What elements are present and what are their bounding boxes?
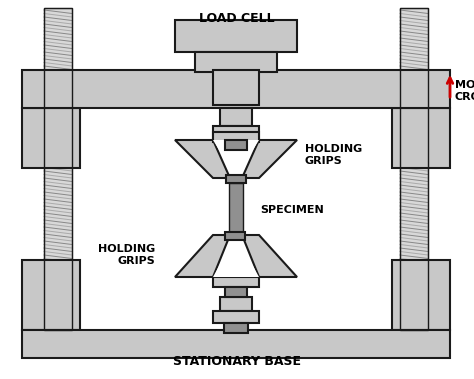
- Bar: [44, 8, 72, 330]
- Polygon shape: [175, 140, 230, 178]
- Polygon shape: [213, 140, 259, 178]
- Bar: [400, 8, 428, 330]
- Bar: [44, 8, 72, 330]
- Bar: [195, 52, 277, 72]
- Text: STATIONARY BASE: STATIONARY BASE: [173, 355, 301, 368]
- Bar: [225, 140, 247, 150]
- Bar: [175, 20, 297, 52]
- Polygon shape: [242, 140, 297, 178]
- Bar: [213, 126, 259, 140]
- Bar: [229, 183, 243, 235]
- Polygon shape: [242, 235, 297, 277]
- Bar: [225, 232, 245, 240]
- Bar: [225, 287, 247, 297]
- Text: SPECIMEN: SPECIMEN: [260, 205, 324, 215]
- Bar: [220, 108, 252, 126]
- Bar: [400, 8, 428, 330]
- Bar: [22, 70, 450, 108]
- Bar: [224, 323, 248, 333]
- Bar: [392, 260, 450, 330]
- Bar: [22, 330, 450, 358]
- Text: MOVING
CROSSHEAD: MOVING CROSSHEAD: [455, 80, 474, 102]
- Bar: [392, 108, 450, 168]
- Bar: [213, 277, 259, 287]
- Text: LOAD CELL: LOAD CELL: [199, 12, 275, 25]
- Polygon shape: [175, 235, 230, 277]
- Bar: [22, 108, 80, 168]
- Bar: [22, 260, 80, 330]
- Bar: [213, 311, 259, 323]
- Bar: [226, 175, 246, 183]
- Bar: [213, 70, 259, 105]
- Bar: [220, 297, 252, 311]
- Text: HOLDING
GRIPS: HOLDING GRIPS: [98, 244, 155, 266]
- Text: HOLDING
GRIPS: HOLDING GRIPS: [305, 144, 362, 166]
- Polygon shape: [213, 235, 259, 277]
- Bar: [213, 132, 259, 142]
